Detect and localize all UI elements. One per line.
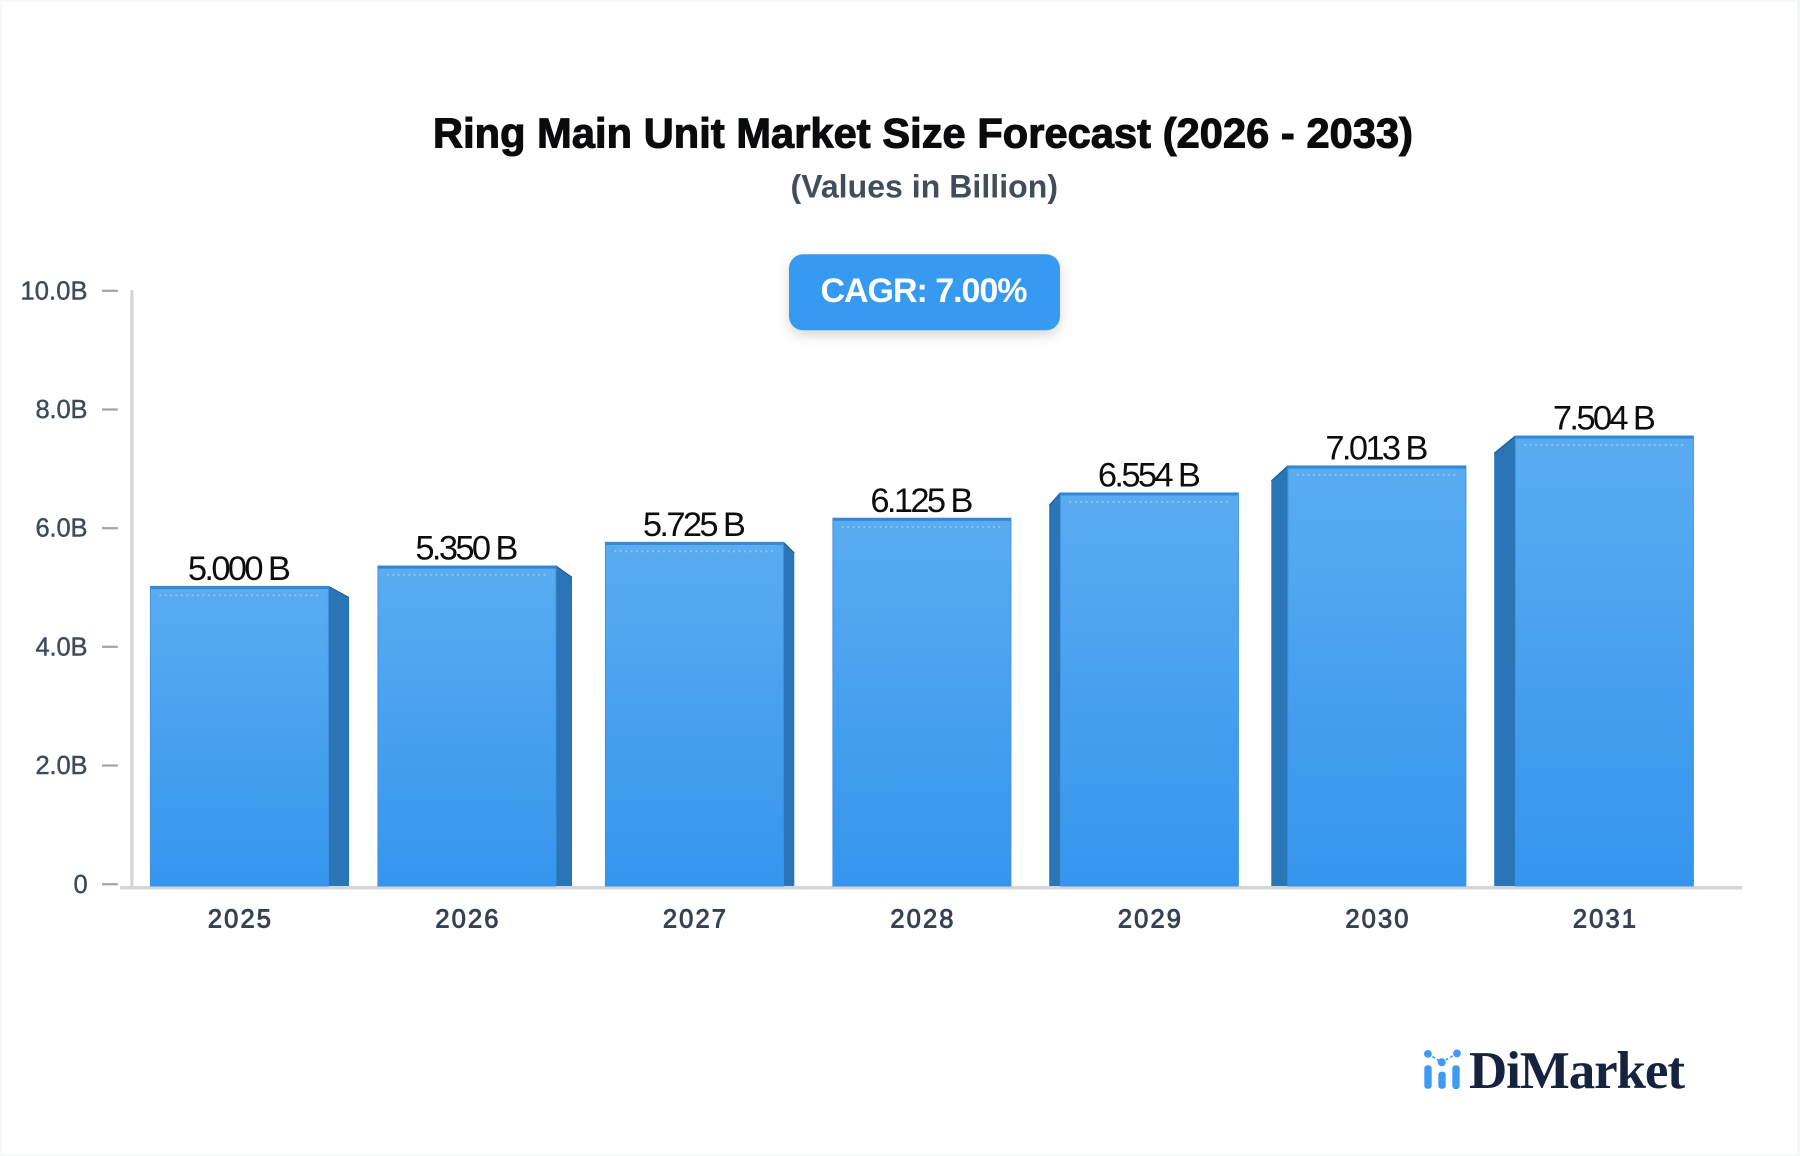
- svg-text:5.725 B: 5.725 B: [643, 506, 746, 544]
- svg-text:DiMarket: DiMarket: [1469, 1042, 1685, 1100]
- svg-text:7.013 B: 7.013 B: [1325, 430, 1428, 468]
- svg-text:5.350 B: 5.350 B: [415, 530, 518, 568]
- svg-text:5.000 B: 5.000 B: [188, 550, 291, 588]
- svg-text:2.0B: 2.0B: [36, 752, 88, 780]
- svg-text:10.0B: 10.0B: [21, 277, 88, 305]
- svg-text:8.0B: 8.0B: [36, 396, 88, 424]
- svg-text:7.504 B: 7.504 B: [1553, 400, 1656, 438]
- svg-text:6.0B: 6.0B: [36, 515, 88, 543]
- svg-text:4.0B: 4.0B: [36, 633, 88, 661]
- svg-text:Ring Main Unit Market Size For: Ring Main Unit Market Size Forecast (202…: [433, 110, 1413, 157]
- svg-text:6.554 B: 6.554 B: [1098, 457, 1201, 495]
- svg-text:6.125 B: 6.125 B: [870, 482, 973, 520]
- svg-text:(Values in Billion): (Values in Billion): [791, 168, 1059, 204]
- svg-text:CAGR: 7.00%: CAGR: 7.00%: [821, 272, 1028, 310]
- svg-text:0: 0: [74, 871, 88, 899]
